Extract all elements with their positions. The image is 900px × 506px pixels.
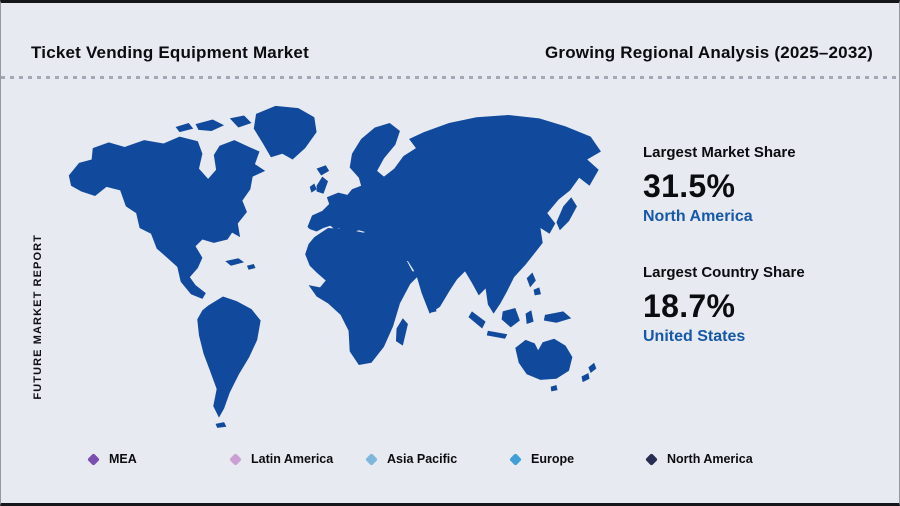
legend-marker-icon: [365, 452, 378, 466]
legend-marker-icon: [509, 452, 522, 466]
world-map-land: [68, 105, 601, 428]
legend-marker-icon: [229, 452, 242, 466]
legend-label: North America: [667, 452, 753, 466]
legend: MEA Latin America Asia Pacific Europe No…: [1, 449, 899, 469]
legend-label: Latin America: [251, 452, 334, 466]
legend-marker-icon: [87, 452, 100, 466]
stats-panel: Largest Market Share 31.5% North America…: [643, 144, 883, 384]
legend-label: Europe: [531, 452, 575, 466]
page-title: Ticket Vending Equipment Market: [31, 43, 309, 62]
legend-item-mea: MEA: [87, 449, 137, 469]
legend-item-north-america: North America: [645, 449, 753, 469]
stat-label: Largest Market Share: [643, 144, 796, 161]
world-map-svg: [68, 105, 601, 428]
stat-value: 31.5%: [643, 168, 736, 204]
stat-label: Largest Country Share: [643, 264, 805, 281]
dotted-divider: [1, 76, 899, 79]
watermark-vertical-label: FUTURE MARKET REPORT: [32, 234, 44, 400]
page-subtitle: Growing Regional Analysis (2025–2032): [544, 43, 873, 62]
legend-item-latin-america: Latin America: [229, 449, 334, 469]
stat-value: 18.7%: [643, 288, 736, 324]
legend-marker-icon: [645, 452, 658, 466]
stat-largest-market-share: Largest Market Share 31.5% North America: [643, 144, 883, 226]
world-map: [55, 83, 633, 437]
stat-largest-country-share: Largest Country Share 18.7% United State…: [643, 264, 883, 346]
legend-item-asia-pacific: Asia Pacific: [365, 449, 458, 469]
header: Ticket Vending Equipment Market Growing …: [31, 43, 873, 63]
legend-label: MEA: [109, 452, 137, 466]
legend-label: Asia Pacific: [387, 452, 458, 466]
legend-item-europe: Europe: [509, 449, 575, 469]
stat-region: United States: [643, 328, 746, 345]
stat-region: North America: [643, 208, 753, 225]
